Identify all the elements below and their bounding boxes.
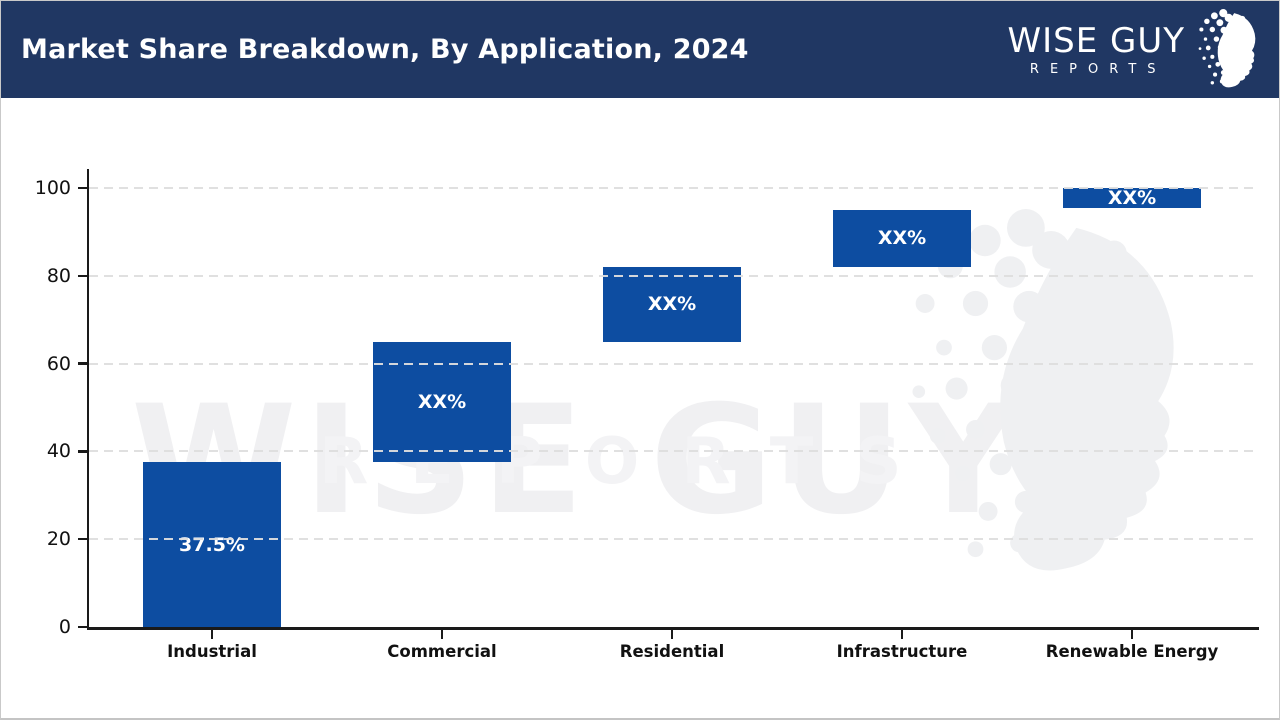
bar-value-label: XX% (647, 293, 697, 316)
y-tick-mark (78, 625, 87, 629)
x-axis-label: Renewable Energy (1045, 642, 1219, 661)
gridline-y100 (89, 187, 1259, 189)
bar-residential: XX% (603, 267, 741, 342)
y-tick-label: 0 (58, 616, 71, 638)
y-tick-label: 80 (46, 264, 71, 287)
y-tick-label: 40 (46, 440, 71, 463)
x-axis-label: Industrial (167, 642, 257, 661)
y-tick-mark (78, 274, 87, 278)
page-title: Market Share Breakdown, By Application, … (21, 34, 749, 65)
y-tick-mark (78, 362, 87, 365)
bar-value-label: XX% (1107, 186, 1157, 209)
bar-value-label: XX% (877, 227, 927, 250)
y-tick-mark (78, 537, 87, 541)
bar-infrastructure: XX% (833, 209, 971, 267)
y-tick-mark (78, 186, 87, 190)
y-tick-mark (78, 450, 87, 453)
bar-renewable-energy: XX% (1063, 186, 1201, 209)
waterfall-chart: WISE GUY REPORTS 0 20 40 60 80 100 37.5% Indust… (1, 98, 1279, 718)
brand-subtitle: REPORTS (1029, 61, 1167, 77)
bar-value-label: XX% (417, 391, 467, 413)
y-axis-line (86, 169, 89, 630)
y-tick-label: 20 (46, 528, 71, 551)
x-axis-label: Infrastructure (836, 642, 968, 661)
x-tick-mark (670, 629, 674, 639)
x-tick-mark (1130, 629, 1134, 639)
y-tick-label: 100 (34, 177, 71, 199)
y-tick-label: 60 (46, 352, 71, 375)
gridline-y80 (89, 274, 1259, 277)
bar-industrial: 37.5% (143, 462, 281, 627)
x-axis-label: Commercial (387, 642, 497, 661)
brand-name: WISE GUY (1007, 20, 1185, 61)
report-header: Market Share Breakdown, By Application, … (1, 1, 1279, 98)
x-axis-line (86, 627, 1259, 630)
brand-wordmark: WISE GUY REPORTS (1007, 24, 1185, 76)
brand-logo: WISE GUY REPORTS (1007, 8, 1265, 91)
wiseguy-head-icon (1198, 8, 1256, 87)
gridline-y20 (89, 538, 1259, 541)
x-tick-mark (440, 629, 444, 639)
gridline-y40 (89, 450, 1259, 453)
x-tick-mark (900, 629, 904, 639)
x-axis-label: Residential (619, 642, 725, 661)
gridline-y60 (89, 362, 1259, 365)
x-tick-mark (210, 629, 214, 639)
bar-value-label: 37.5% (179, 533, 245, 556)
bar-commercial: XX% (373, 341, 511, 463)
